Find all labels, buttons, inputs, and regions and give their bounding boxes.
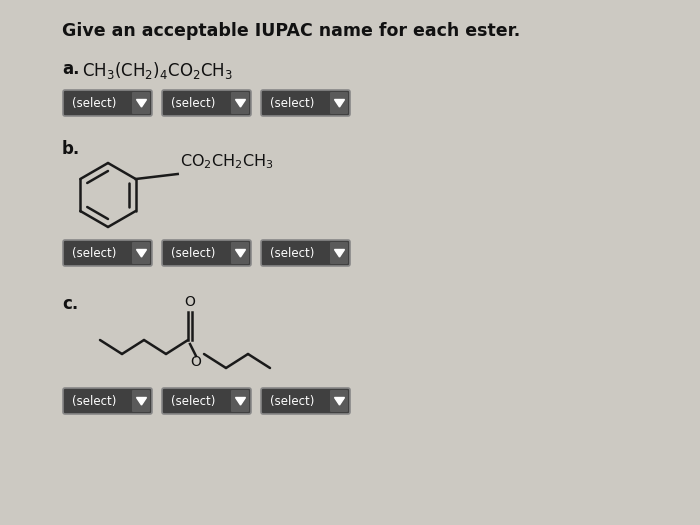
Text: (select): (select) — [270, 97, 314, 110]
FancyBboxPatch shape — [231, 92, 249, 114]
FancyBboxPatch shape — [162, 90, 251, 116]
Text: CH$_3$(CH$_2$)$_4$CO$_2$CH$_3$: CH$_3$(CH$_2$)$_4$CO$_2$CH$_3$ — [82, 60, 233, 81]
Polygon shape — [335, 249, 344, 257]
Text: (select): (select) — [72, 97, 116, 110]
FancyBboxPatch shape — [162, 240, 251, 266]
Polygon shape — [235, 249, 246, 257]
Polygon shape — [235, 397, 246, 405]
FancyBboxPatch shape — [231, 242, 249, 264]
FancyBboxPatch shape — [261, 90, 350, 116]
Text: a.: a. — [62, 60, 80, 78]
Text: (select): (select) — [72, 247, 116, 259]
FancyBboxPatch shape — [330, 242, 348, 264]
Text: O: O — [185, 295, 195, 309]
FancyBboxPatch shape — [162, 388, 251, 414]
Polygon shape — [235, 100, 246, 107]
FancyBboxPatch shape — [63, 388, 152, 414]
Text: (select): (select) — [270, 394, 314, 407]
FancyBboxPatch shape — [330, 390, 348, 412]
Text: (select): (select) — [171, 97, 216, 110]
FancyBboxPatch shape — [231, 390, 249, 412]
Polygon shape — [136, 397, 146, 405]
Text: CO$_2$CH$_2$CH$_3$: CO$_2$CH$_2$CH$_3$ — [180, 152, 274, 171]
FancyBboxPatch shape — [261, 240, 350, 266]
Polygon shape — [335, 100, 344, 107]
Text: (select): (select) — [72, 394, 116, 407]
Text: O: O — [190, 355, 202, 369]
FancyBboxPatch shape — [261, 388, 350, 414]
FancyBboxPatch shape — [132, 92, 150, 114]
Text: (select): (select) — [171, 247, 216, 259]
FancyBboxPatch shape — [63, 240, 152, 266]
FancyBboxPatch shape — [63, 90, 152, 116]
Text: Give an acceptable IUPAC name for each ester.: Give an acceptable IUPAC name for each e… — [62, 22, 520, 40]
FancyBboxPatch shape — [132, 242, 150, 264]
Polygon shape — [136, 249, 146, 257]
FancyBboxPatch shape — [132, 390, 150, 412]
Polygon shape — [136, 100, 146, 107]
Text: b.: b. — [62, 140, 80, 158]
Text: c.: c. — [62, 295, 78, 313]
Polygon shape — [335, 397, 344, 405]
Text: (select): (select) — [171, 394, 216, 407]
Text: (select): (select) — [270, 247, 314, 259]
FancyBboxPatch shape — [330, 92, 348, 114]
